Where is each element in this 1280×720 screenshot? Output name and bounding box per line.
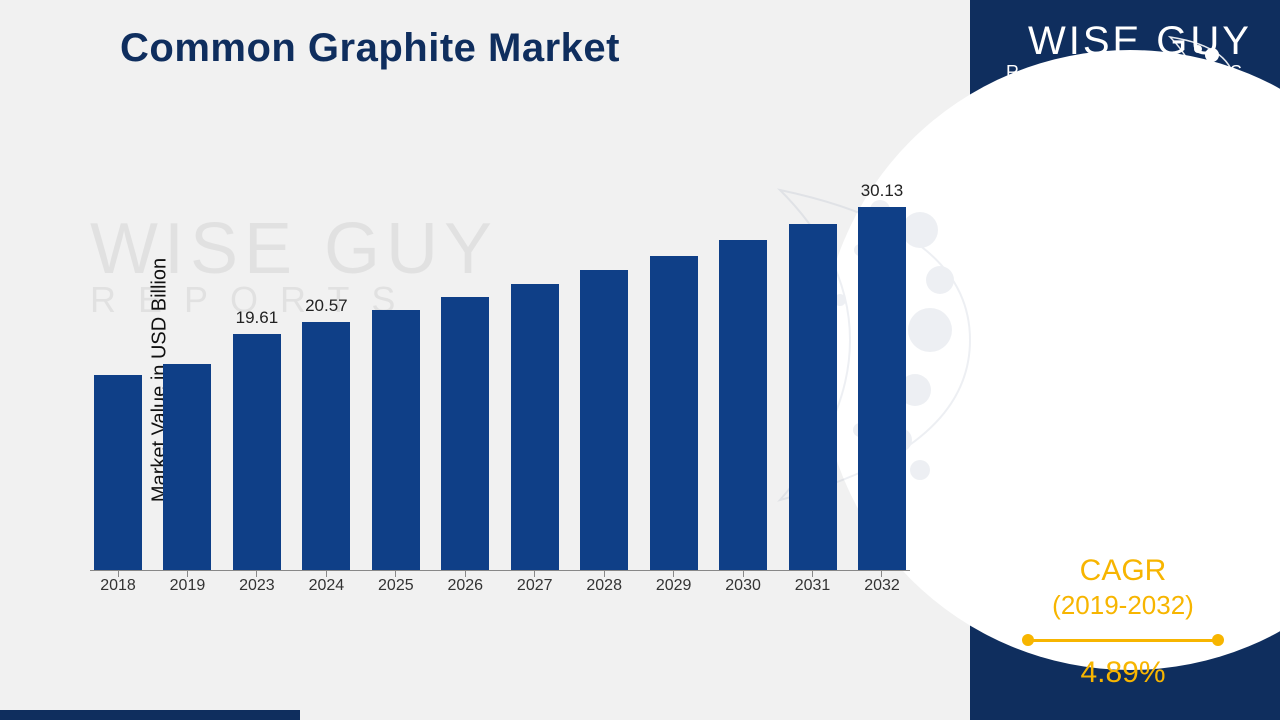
x-tick: 2031 [785,571,841,600]
bar [858,207,906,570]
bar [372,310,420,570]
cagr-value: 4.89% [1008,656,1238,690]
bar-wrap [90,375,146,570]
bar [233,334,281,570]
bar-wrap [785,224,841,570]
bar [719,240,767,570]
x-tick: 2026 [437,571,493,600]
chart-title: Common Graphite Market [120,26,620,71]
x-tick: 2018 [90,571,146,600]
bar [650,256,698,570]
bar-wrap: 20.57 [298,322,354,570]
bar-wrap [507,284,563,570]
bar-wrap [576,270,632,570]
brand-head-icon [1140,27,1260,147]
bar-wrap [646,256,702,570]
x-tick: 2028 [576,571,632,600]
bar-value-label: 20.57 [305,296,348,316]
x-tick: 2025 [368,571,424,600]
bars-container: 19.6120.5730.13 [90,160,910,570]
cagr-box: CAGR (2019-2032) 4.89% [1008,554,1238,690]
bar [94,375,142,570]
bottom-strip [0,710,300,720]
plot-area: 19.6120.5730.13 [90,160,910,570]
x-axis: 2018 2019 2023 2024 2025 2026 2027 2028 2029 2030… [90,570,910,600]
bar-value-label: 19.61 [236,308,279,328]
bar [441,297,489,570]
x-tick: 2027 [507,571,563,600]
bar [511,284,559,570]
cagr-label: CAGR [1008,554,1238,588]
bar-wrap: 19.61 [229,334,285,570]
x-tick: 2029 [646,571,702,600]
bar [789,224,837,570]
bar-wrap [715,240,771,570]
x-tick: 2024 [298,571,354,600]
bar-value-label: 30.13 [861,181,904,201]
x-tick: 2032 [854,571,910,600]
bar-wrap: 30.13 [854,207,910,570]
bar [163,364,211,570]
bar-chart: Market Value in USD Billion 19.6120.5730… [50,160,910,600]
cagr-period: (2019-2032) [1008,590,1238,621]
bar [580,270,628,570]
bar-wrap [437,297,493,570]
x-tick: 2030 [715,571,771,600]
bar [302,322,350,570]
stage: Common Graphite Market WISE GUY R E P O … [0,0,1280,720]
brand-logo: WISE GUY R E P O R T S [1006,22,1252,81]
cagr-divider [1028,639,1218,642]
bar-wrap [368,310,424,570]
x-tick: 2019 [159,571,215,600]
x-tick: 2023 [229,571,285,600]
bar-wrap [159,364,215,570]
